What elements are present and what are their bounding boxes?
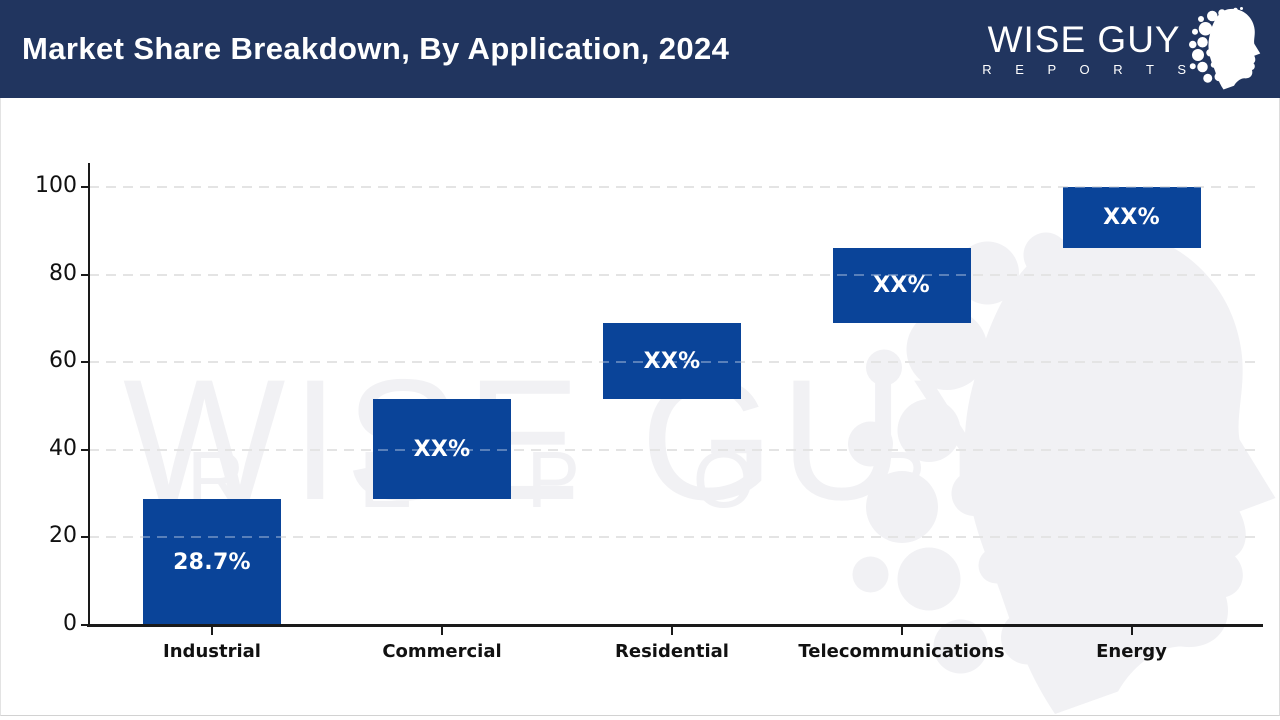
y-tick-mark [81,186,88,188]
y-tick-mark [81,448,88,451]
bar: 28.7% [143,499,281,625]
x-axis-label: Industrial [163,641,261,662]
y-tick-label: 100 [35,173,77,198]
bar-value-label: XX% [1103,205,1160,231]
gridline [89,273,1256,276]
chart-title: Market Share Breakdown, By Application, … [22,31,730,66]
x-axis-label: Residential [615,641,729,662]
gridline-overlay [89,186,1256,188]
gridline-overlay [89,536,1256,539]
logo-wordmark: WISE GUY [987,19,1181,60]
y-tick-label: 80 [49,260,77,286]
bar-value-label: 28.7% [173,549,251,575]
header: Market Share Breakdown, By Application, … [0,0,1280,98]
y-tick-label: 40 [49,435,77,461]
x-tick-mark [1130,627,1133,635]
logo-tagline: R E P O R T S [982,62,1196,77]
wiseguy-head-icon [1189,7,1261,90]
y-tick-label: 20 [49,523,77,549]
y-tick-mark [81,361,88,364]
gridline-overlay [89,361,1256,364]
x-tick-mark [671,627,673,635]
gridline-overlay [89,273,1256,276]
x-axis-label: Energy [1096,641,1167,662]
bar-value-label: XX% [413,436,471,462]
y-tick-mark [81,624,88,626]
y-axis-line [88,163,90,627]
logo-text: WISE GUY R E P O R T S [972,21,1196,77]
y-tick-mark [81,536,88,539]
y-tick-label: 60 [49,348,77,374]
gridline [89,448,1256,451]
x-tick-mark [441,627,443,635]
chart-canvas: WISE GUY R E P O R T S 28.7% XX% XX% XX% XX%… [0,98,1280,716]
bar-value-label: XX% [643,348,701,374]
bar: XX% [832,248,971,323]
bar: XX% [373,399,511,500]
gridline [89,186,1256,188]
y-tick-mark [81,273,88,276]
x-axis-label: Telecommunications [798,641,1005,662]
x-tick-mark [211,627,213,635]
wiseguy-logo: WISE GUY R E P O R T S [972,7,1264,91]
gridline [89,536,1256,539]
bar: XX% [603,322,741,400]
y-tick-label: 0 [63,611,77,636]
bar-value-label: XX% [873,273,930,299]
gridline-overlay [89,448,1256,451]
x-axis-label: Commercial [382,641,502,662]
bar: XX% [1062,187,1201,249]
x-tick-mark [900,627,903,635]
x-axis-line [87,624,1263,627]
